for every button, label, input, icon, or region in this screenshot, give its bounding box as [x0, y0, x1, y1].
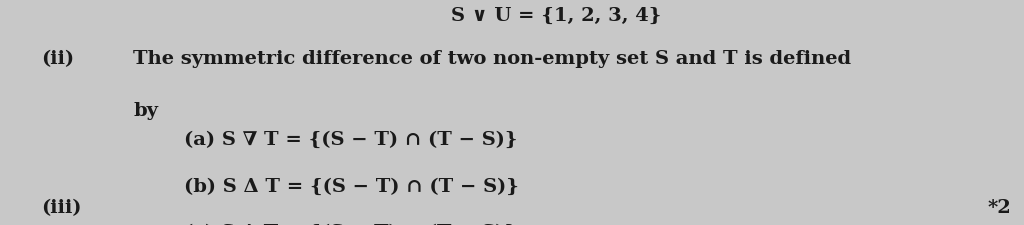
Text: *2: *2	[988, 198, 1012, 216]
Text: (iii): (iii)	[41, 198, 82, 216]
Text: S ∨ U = {1, 2, 3, 4}: S ∨ U = {1, 2, 3, 4}	[451, 7, 660, 25]
Text: by: by	[133, 101, 158, 119]
Text: (a) S ∇ T = {(S − T) ∩ (T − S)}: (a) S ∇ T = {(S − T) ∩ (T − S)}	[184, 130, 518, 148]
Text: (ii): (ii)	[41, 50, 74, 68]
Text: (b) S Δ T = {(S − T) ∩ (T − S)}: (b) S Δ T = {(S − T) ∩ (T − S)}	[184, 177, 519, 195]
Text: (c) S Δ T = {(S ∪ T) ∩ (T ∩ S)}: (c) S Δ T = {(S ∪ T) ∩ (T ∩ S)}	[184, 223, 517, 225]
Text: The symmetric difference of two non-empty set S and T is defined: The symmetric difference of two non-empt…	[133, 50, 851, 68]
